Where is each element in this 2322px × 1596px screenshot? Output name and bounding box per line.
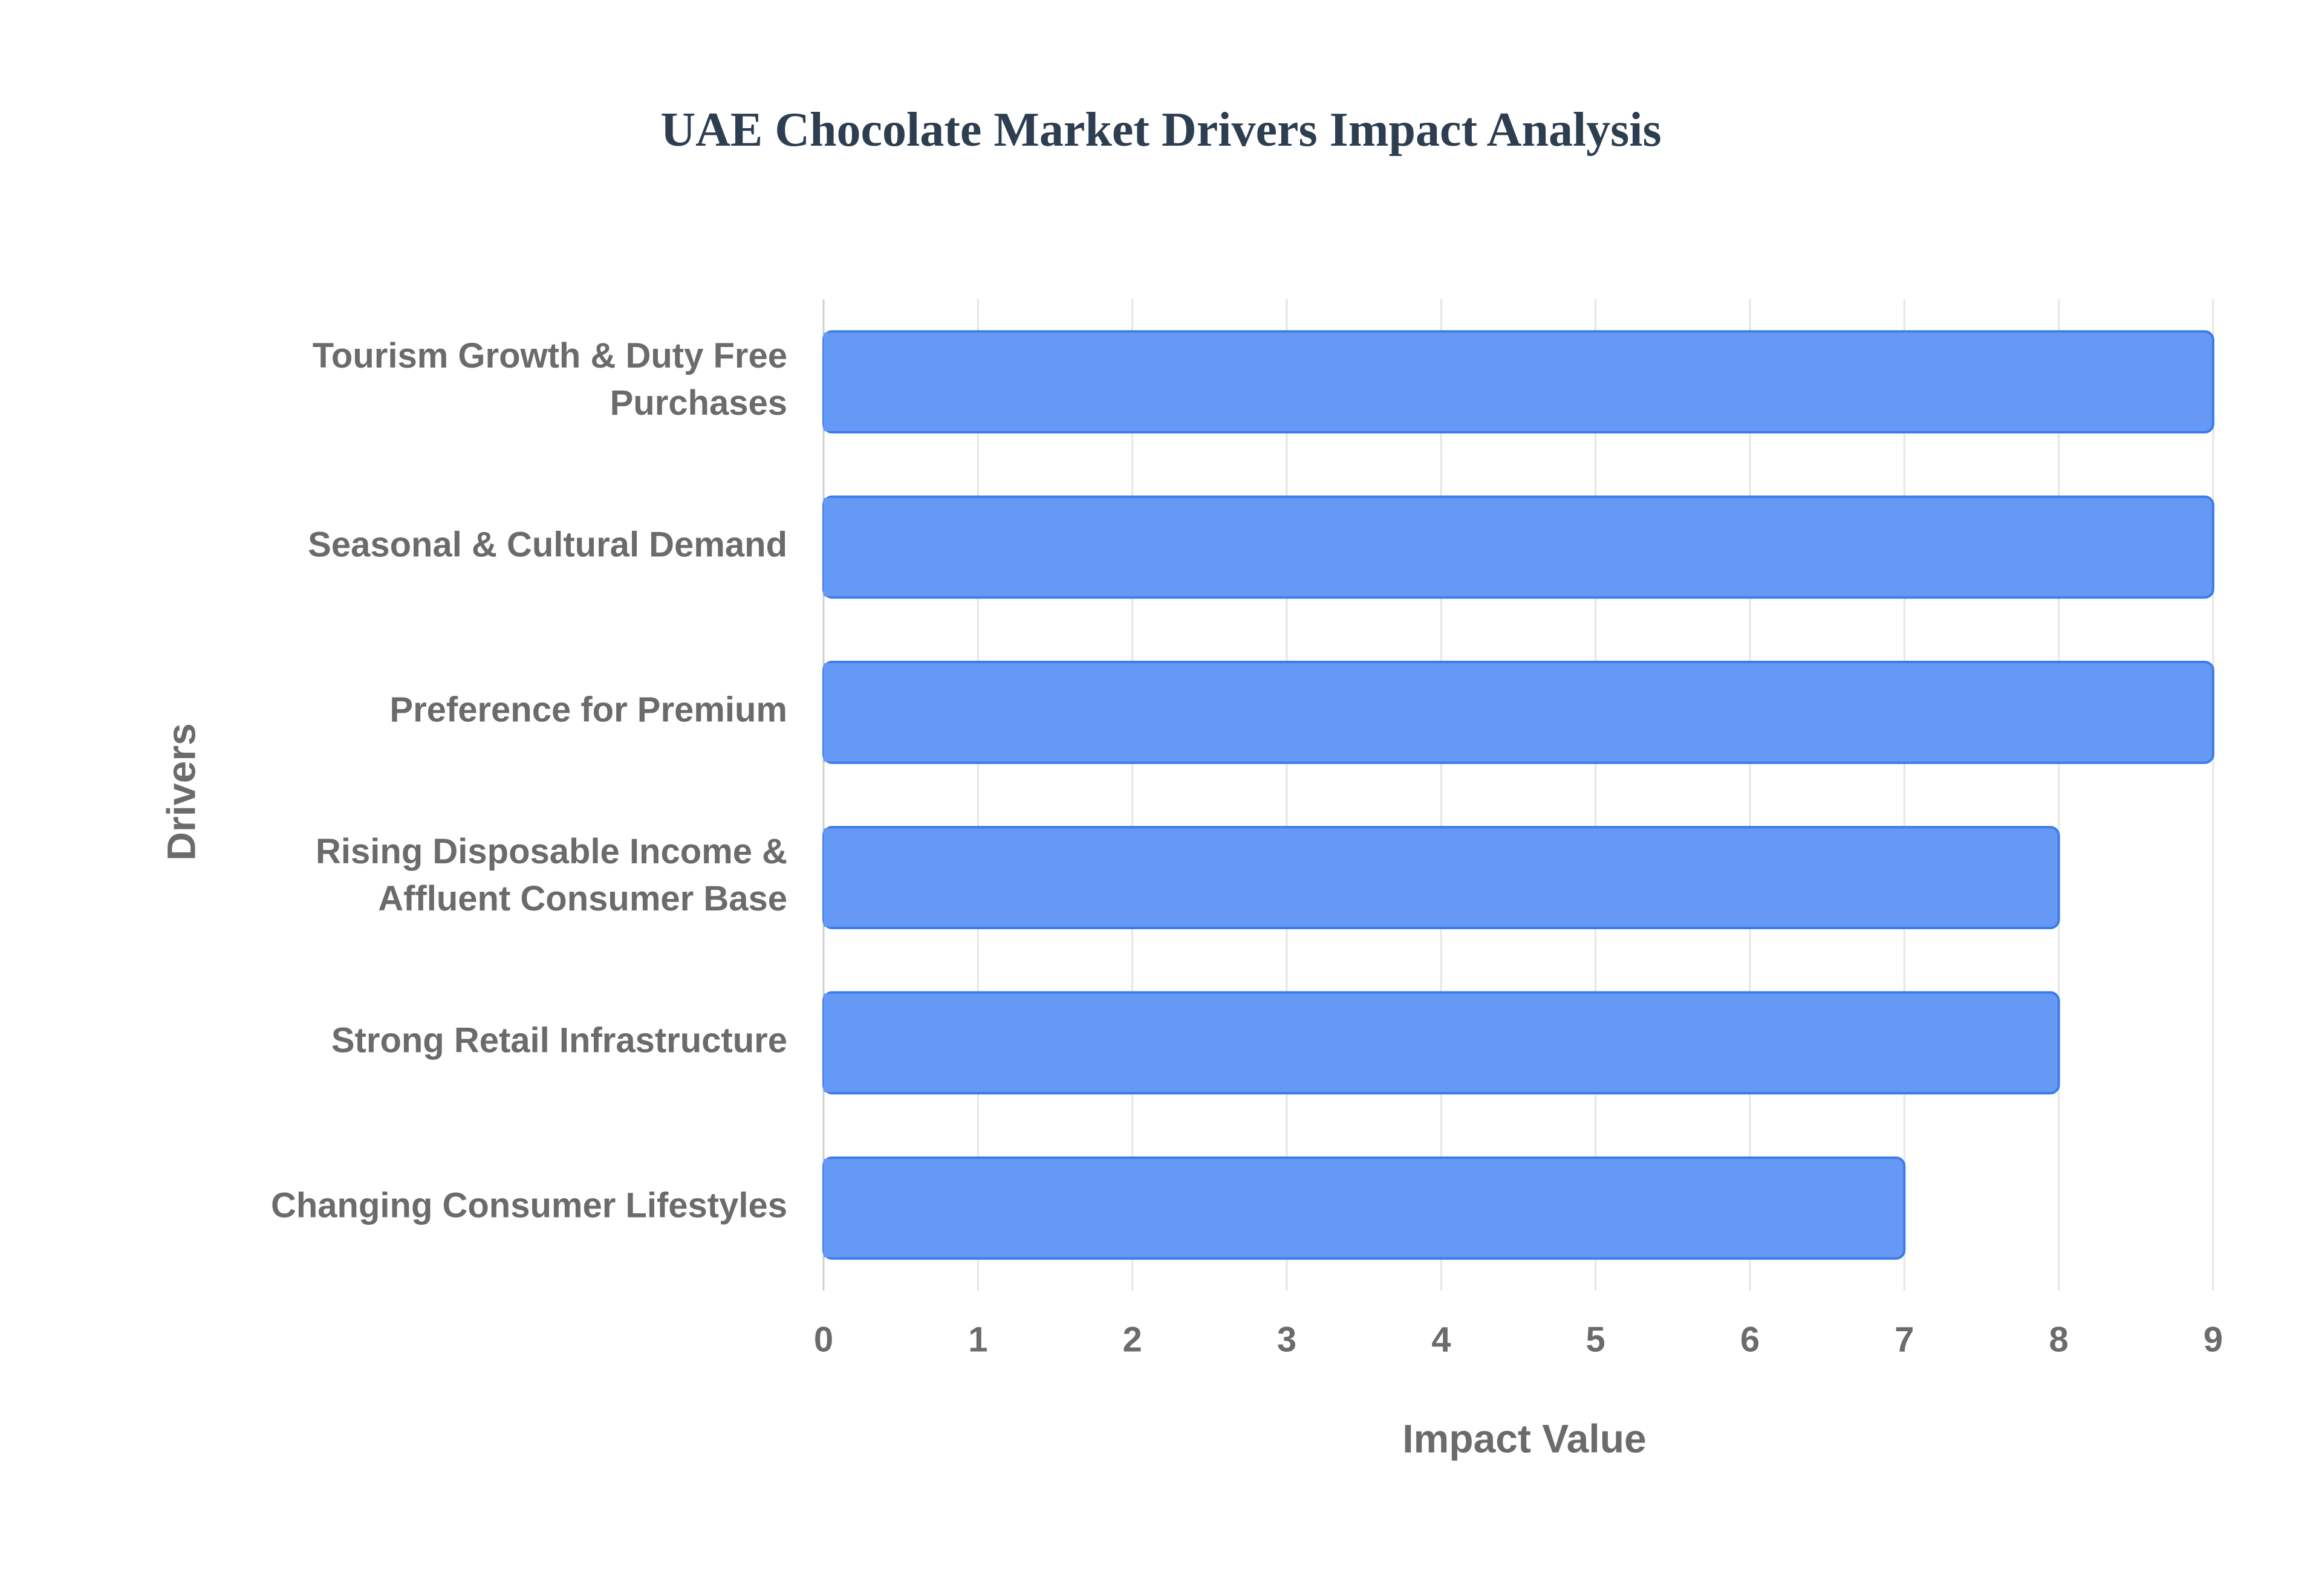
- bar: [822, 330, 2214, 434]
- x-tick-label: 5: [1586, 1320, 1605, 1359]
- x-tick-label: 7: [1894, 1320, 1914, 1359]
- category-label: Purchases: [610, 383, 787, 423]
- bar: [822, 991, 2060, 1095]
- category-label: Rising Disposable Income &: [316, 832, 787, 871]
- y-axis-title: Drivers: [158, 723, 203, 861]
- bar: [822, 660, 2214, 764]
- x-axis-title: Impact Value: [1402, 1416, 1647, 1461]
- x-tick-label: 6: [1740, 1320, 1760, 1359]
- bar: [822, 826, 2060, 930]
- category-label: Changing Consumer Lifestyles: [271, 1186, 787, 1225]
- chart-title: UAE Chocolate Market Drivers Impact Anal…: [660, 103, 1662, 157]
- category-label: Preference for Premium: [389, 690, 787, 730]
- bar: [822, 495, 2214, 599]
- category-label: Seasonal & Cultural Demand: [308, 525, 787, 564]
- category-label: Affluent Consumer Base: [378, 879, 787, 918]
- x-tick-label: 9: [2203, 1320, 2223, 1359]
- bar-left-edge: [824, 993, 836, 1092]
- category-label: Strong Retail Infrastructure: [331, 1020, 787, 1060]
- x-tick-label: 3: [1277, 1320, 1296, 1359]
- bar-left-edge: [824, 828, 836, 927]
- bar-left-edge: [824, 1158, 836, 1257]
- x-tick-label: 0: [814, 1320, 833, 1359]
- bar-left-edge: [824, 498, 836, 597]
- category-label: Tourism Growth & Duty Free: [313, 336, 787, 375]
- x-tick-label: 8: [2049, 1320, 2069, 1359]
- x-tick-label: 1: [968, 1320, 987, 1359]
- x-tick-label: 4: [1431, 1320, 1451, 1359]
- x-tick-label: 2: [1123, 1320, 1142, 1359]
- bar: [822, 1156, 1906, 1260]
- bar-left-edge: [824, 663, 836, 762]
- bar-left-edge: [824, 332, 836, 432]
